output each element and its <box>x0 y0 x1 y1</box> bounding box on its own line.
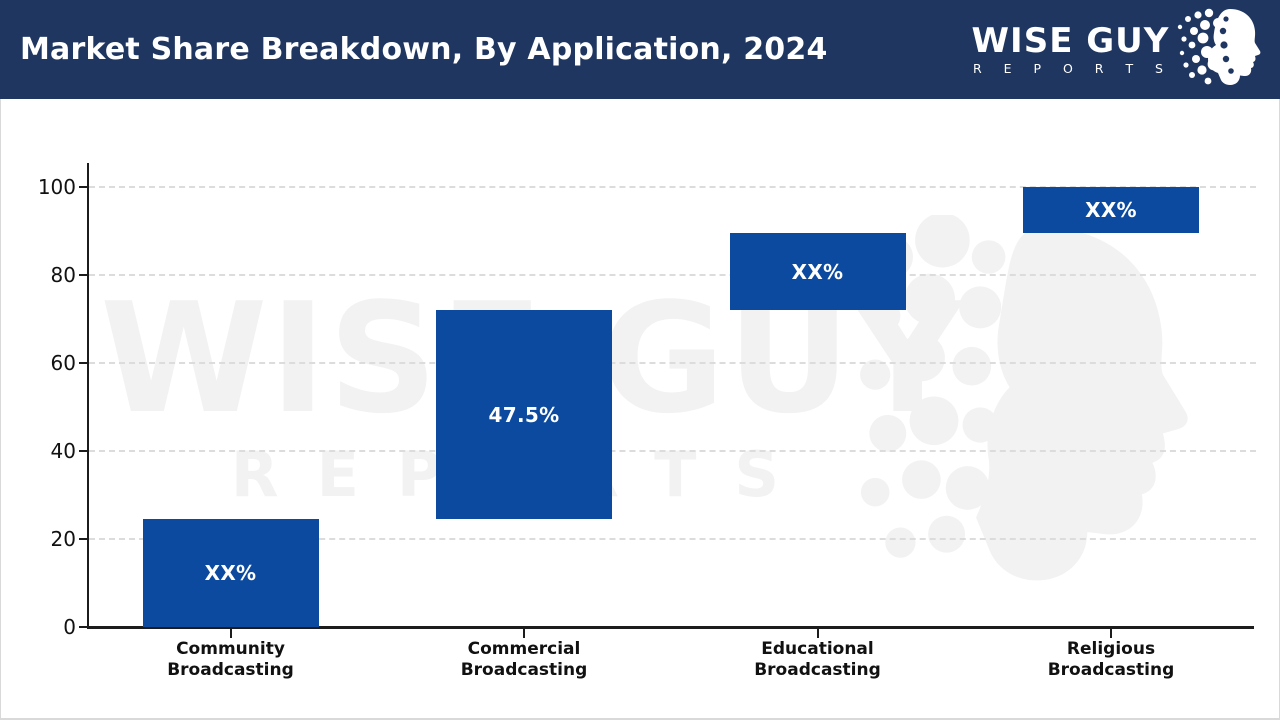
page-title: Market Share Breakdown, By Application, … <box>20 32 828 67</box>
category-label-line: Religious <box>1066 639 1156 659</box>
bar-commercial-broadcasting: 47.5% <box>436 310 612 520</box>
category-label-line: Broadcasting <box>754 660 881 680</box>
logo-subtitle: R E P O R T S <box>972 60 1172 76</box>
bar-value-label-community-broadcasting: XX% <box>204 561 257 586</box>
y-axis-line <box>87 163 89 628</box>
x-tick-religious-broadcasting <box>1110 629 1112 638</box>
y-tick-80 <box>79 274 87 276</box>
category-label-line: Broadcasting <box>460 660 588 680</box>
category-label-commercial-broadcasting: Commercial Broadcasting <box>424 639 624 681</box>
gridline-100 <box>89 186 1256 188</box>
category-label-line: Commercial <box>467 639 581 659</box>
x-tick-educational-broadcasting <box>816 629 819 638</box>
x-axis-line <box>87 626 1254 629</box>
logo-name: WISE GUY <box>971 20 1170 61</box>
app-header: Market Share Breakdown, By Application, … <box>0 0 1280 99</box>
y-tick-0 <box>79 626 87 628</box>
y-tick-100 <box>79 186 87 188</box>
y-tick-label-60: 60 <box>50 351 76 375</box>
gridline-20 <box>89 538 1256 540</box>
y-tick-60 <box>79 362 87 364</box>
y-tick-40 <box>79 450 87 452</box>
x-tick-community-broadcasting <box>229 629 232 638</box>
wise-guy-logo: WISE GUY R E P O R T S <box>969 6 1262 94</box>
y-tick-label-40: 40 <box>50 439 76 463</box>
bar-value-label-educational-broadcasting: XX% <box>791 259 844 284</box>
gridline-60 <box>89 362 1256 364</box>
gridline-40 <box>89 450 1256 452</box>
category-label-line: Community <box>176 639 285 659</box>
wise-guy-face-icon <box>1174 6 1262 94</box>
category-label-educational-broadcasting: Educational Broadcasting <box>718 639 918 681</box>
gridline-80 <box>89 274 1256 276</box>
y-tick-20 <box>79 538 87 540</box>
category-label-line: Broadcasting <box>1047 660 1175 680</box>
y-tick-label-100: 100 <box>37 175 76 199</box>
bar-educational-broadcasting: XX% <box>729 233 906 311</box>
category-label-line: Educational <box>761 639 874 659</box>
bar-value-label-commercial-broadcasting: 47.5% <box>488 402 560 427</box>
bar-religious-broadcasting: XX% <box>1023 187 1199 234</box>
category-label-community-broadcasting: Community Broadcasting <box>131 639 331 681</box>
wise-guy-logo-text: WISE GUY R E P O R T S <box>969 24 1172 76</box>
watermark-head-icon <box>850 212 1270 639</box>
y-tick-label-0: 0 <box>63 615 76 639</box>
bar-value-label-religious-broadcasting: XX% <box>1085 198 1137 223</box>
x-tick-commercial-broadcasting <box>523 629 525 638</box>
category-label-line: Broadcasting <box>167 660 294 680</box>
bar-community-broadcasting: XX% <box>142 519 319 627</box>
y-tick-label-20: 20 <box>50 527 76 551</box>
category-label-religious-broadcasting: Religious Broadcasting <box>1011 639 1211 681</box>
y-tick-label-80: 80 <box>50 263 76 287</box>
